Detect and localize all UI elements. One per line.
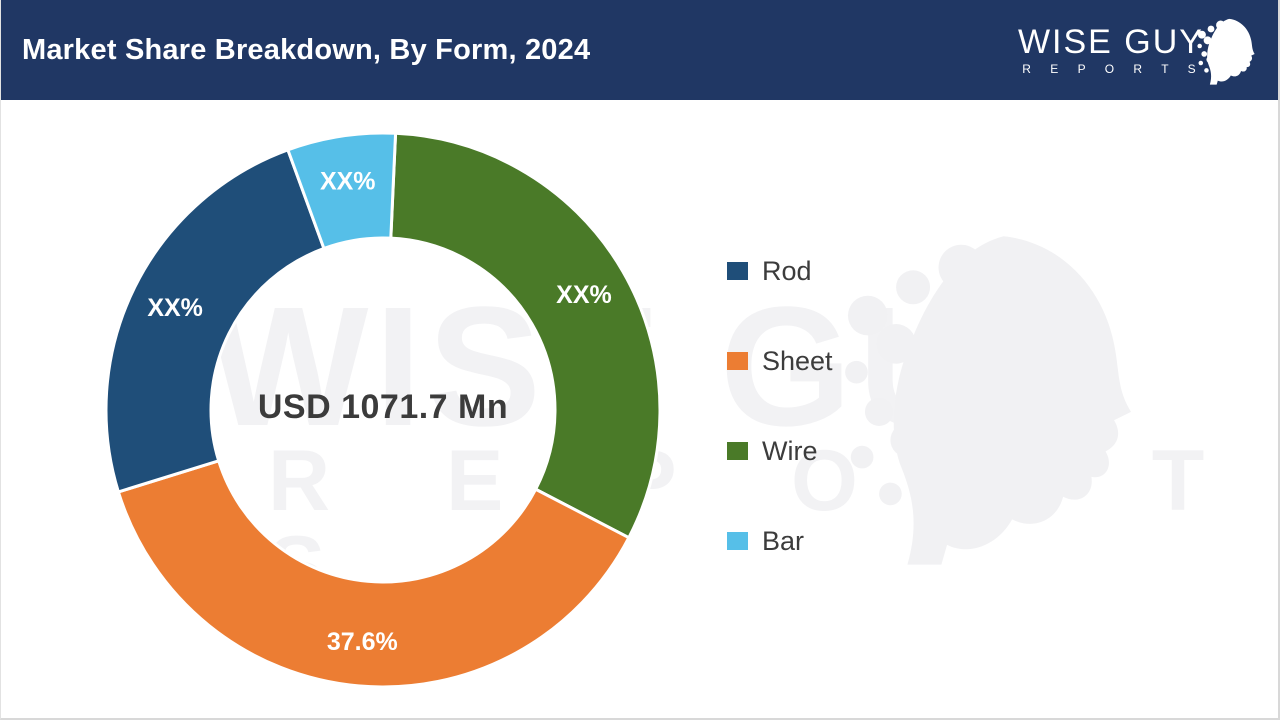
donut-slice-wire — [389, 131, 662, 540]
slice-label-sheet: 37.6% — [327, 628, 398, 656]
legend-label-wire: Wire — [762, 435, 818, 466]
app-header: Market Share Breakdown, By Form, 2024 WI… — [0, 0, 1280, 100]
chart-center-value: USD 1071.7 Mn — [257, 388, 509, 426]
donut-slice-rod — [104, 148, 326, 494]
legend-item-sheet: Sheet — [727, 347, 833, 375]
legend-item-bar: Bar — [727, 527, 833, 555]
legend-swatch-sheet — [727, 352, 748, 370]
brand-subtitle: R E P O R T S — [1022, 62, 1204, 76]
legend-swatch-bar — [727, 532, 748, 550]
page-title: Market Share Breakdown, By Form, 2024 — [22, 33, 591, 66]
donut-chart: XX% 37.6% XX% XX% — [104, 131, 662, 689]
legend-swatch-rod — [727, 262, 748, 280]
slice-label-bar: XX% — [320, 168, 376, 196]
slice-label-wire: XX% — [556, 281, 612, 309]
slice-label-rod: XX% — [147, 294, 203, 322]
legend-item-rod: Rod — [727, 257, 833, 285]
legend-label-bar: Bar — [762, 525, 805, 556]
brand-logo: WISE GUY R E P O R T S — [1018, 13, 1262, 87]
legend-label-sheet: Sheet — [762, 345, 833, 376]
watermark-face-icon — [845, 236, 1132, 565]
legend-swatch-wire — [727, 442, 748, 460]
legend-label-rod: Rod — [762, 255, 812, 286]
chart-legend: Rod Sheet Wire Bar — [727, 257, 833, 617]
legend-item-wire: Wire — [727, 437, 833, 465]
donut-slice-bar — [286, 131, 398, 250]
brand-name: WISE GUY — [1017, 23, 1204, 61]
face-logo-icon — [1197, 18, 1255, 85]
donut-slice-sheet — [116, 459, 631, 689]
brand-logo-text: WISE GUY R E P O R T S — [1018, 25, 1204, 75]
